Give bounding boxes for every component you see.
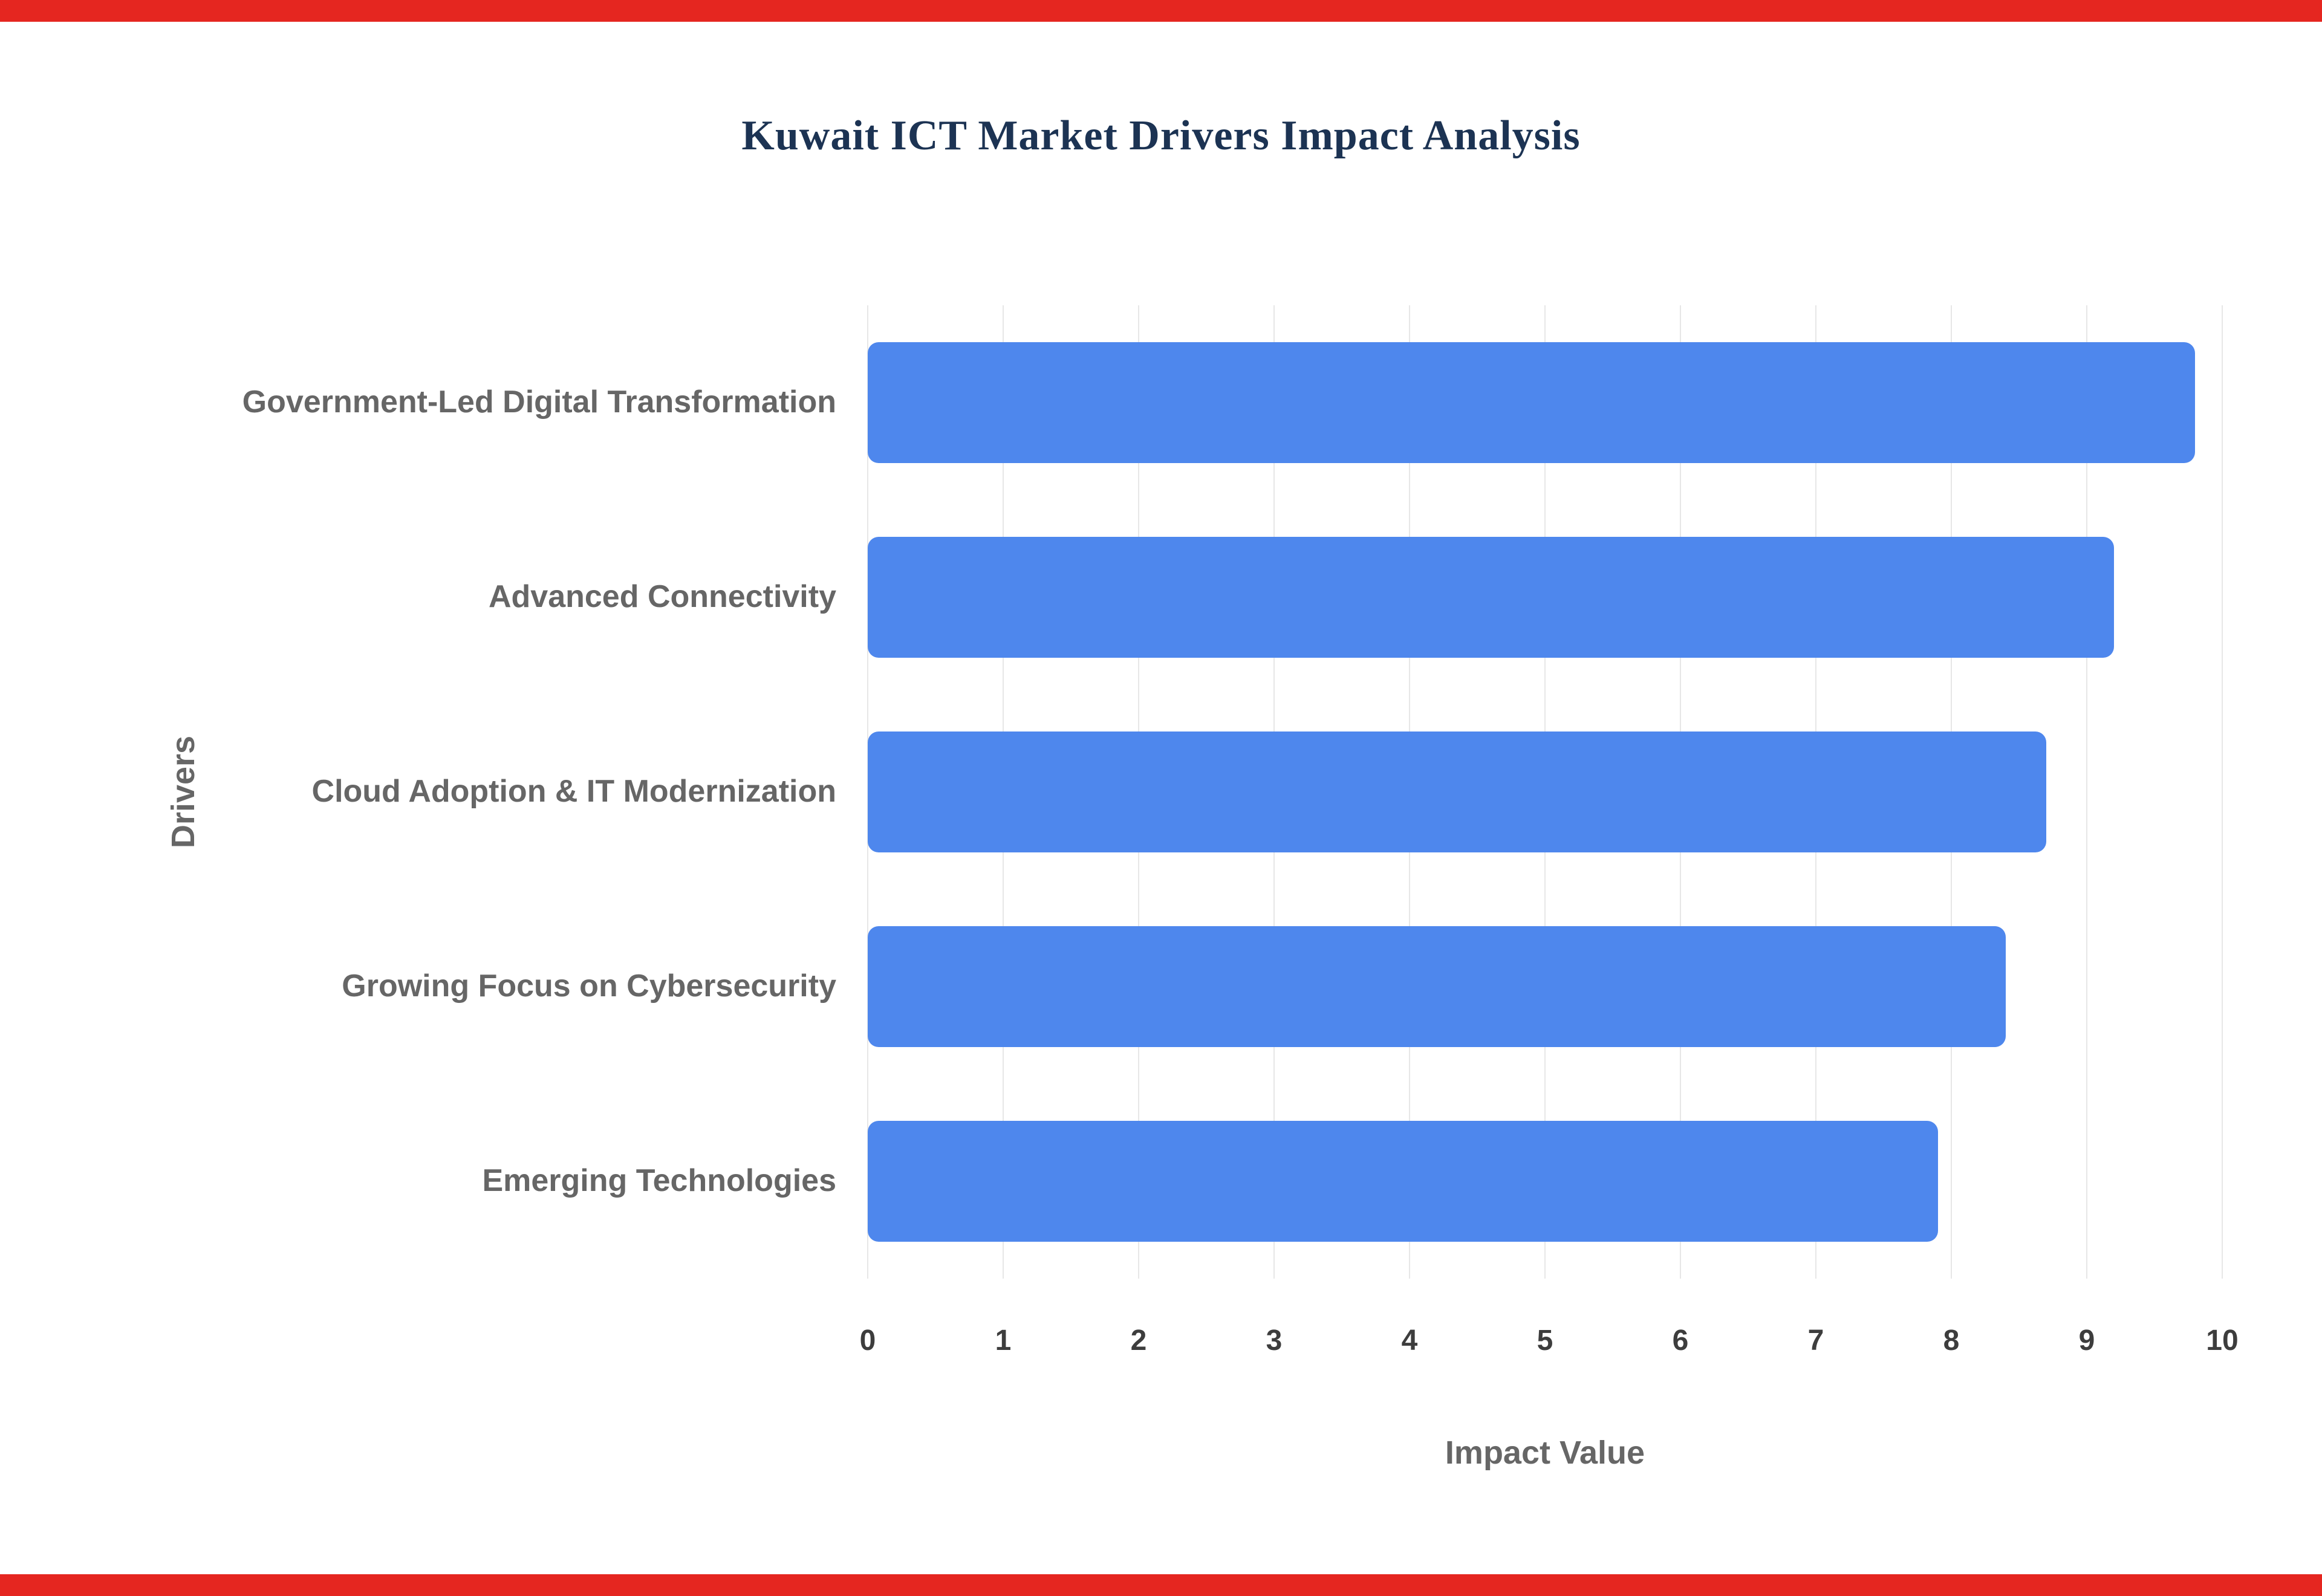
chart-title: Kuwait ICT Market Drivers Impact Analysi… <box>741 112 1581 159</box>
bar-row <box>868 1084 2222 1279</box>
gridline <box>2222 305 2223 1279</box>
bar-row <box>868 500 2222 695</box>
x-tick-label: 5 <box>1537 1325 1553 1357</box>
category-label: Government-Led Digital Transformation <box>242 384 836 420</box>
category-label: Advanced Connectivity <box>488 579 836 615</box>
bottom-red-strip <box>0 1574 2322 1596</box>
plot-area <box>867 305 2223 1279</box>
x-tick-label: 4 <box>1401 1325 1418 1357</box>
bar <box>868 537 2114 658</box>
top-red-strip <box>0 0 2322 22</box>
x-tick-label: 7 <box>1807 1325 1824 1357</box>
y-axis-title: Drivers <box>165 735 201 849</box>
category-label: Cloud Adoption & IT Modernization <box>311 774 836 809</box>
x-axis-title: Impact Value <box>1445 1435 1645 1471</box>
bar <box>868 1121 1938 1242</box>
bar-row <box>868 305 2222 500</box>
x-tick-label: 8 <box>1943 1325 1960 1357</box>
x-axis-ticks: 0 1 2 3 4 5 6 7 8 9 10 <box>860 1324 2239 1366</box>
x-tick-label: 1 <box>995 1325 1012 1357</box>
category-labels: Government-Led Digital Transformation Adv… <box>232 305 836 1279</box>
x-tick-label: 9 <box>2078 1325 2095 1357</box>
bar <box>868 342 2196 463</box>
bar <box>868 731 2046 852</box>
x-tick-label: 2 <box>1130 1325 1147 1357</box>
category-label: Growing Focus on Cybersecurity <box>342 968 836 1004</box>
bar-row <box>868 695 2222 889</box>
gridline <box>2086 305 2087 1279</box>
bar <box>868 926 2006 1047</box>
x-tick-label: 3 <box>1266 1325 1283 1357</box>
x-tick-label: 0 <box>859 1325 876 1357</box>
x-tick-label: 10 <box>2206 1325 2239 1357</box>
x-tick-label: 6 <box>1672 1325 1689 1357</box>
category-label: Emerging Technologies <box>482 1163 836 1199</box>
bar-row <box>868 889 2222 1084</box>
